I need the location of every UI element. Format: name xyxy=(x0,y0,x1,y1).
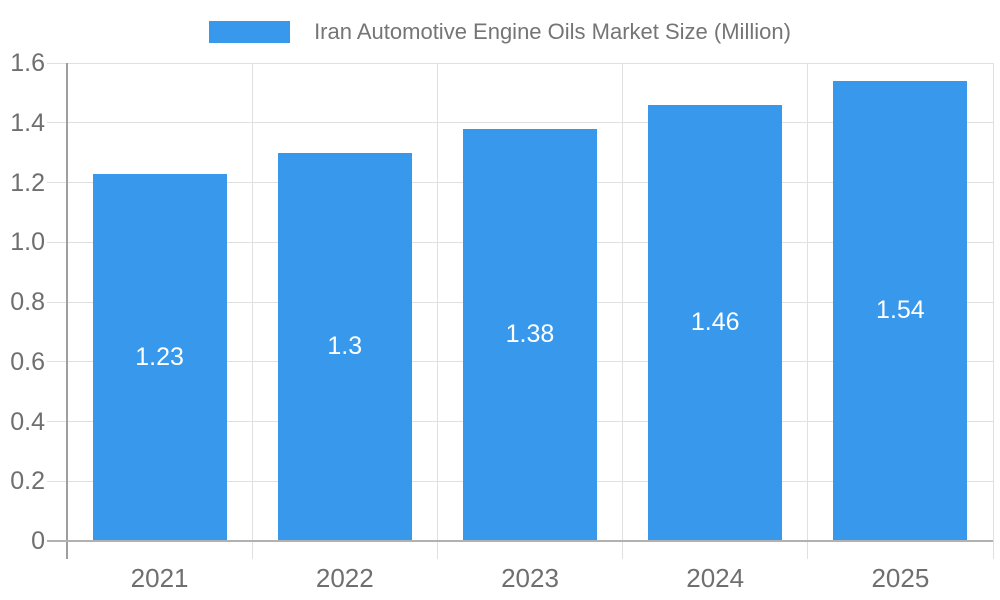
bar-2024[interactable]: 1.46 xyxy=(648,104,783,541)
y-tick-label: 0.2 xyxy=(10,467,45,496)
y-tick-label: 0.6 xyxy=(10,347,45,376)
v-gridline xyxy=(807,63,809,559)
bar-value-label: 1.3 xyxy=(327,332,363,361)
y-tick-label: 0 xyxy=(31,527,45,555)
x-tick-label: 2023 xyxy=(501,563,559,593)
bar-value-label: 1.38 xyxy=(505,320,555,349)
x-tick-label: 2024 xyxy=(686,563,745,593)
y-tick-label: 1.6 xyxy=(10,49,45,77)
v-gridline xyxy=(622,63,624,559)
legend-label: Iran Automotive Engine Oils Market Size … xyxy=(314,19,791,44)
x-tick-label: 2022 xyxy=(315,563,374,593)
bar-value-label: 1.46 xyxy=(690,308,740,337)
v-gridline xyxy=(251,63,253,559)
y-tick-label: 0.8 xyxy=(10,288,45,316)
h-gridline xyxy=(47,62,993,64)
v-gridline xyxy=(992,63,994,559)
bar-value-label: 1.23 xyxy=(135,342,184,371)
y-tick-label: 1.0 xyxy=(10,228,45,257)
bar-2025[interactable]: 1.54 xyxy=(833,80,968,541)
legend[interactable]: Iran Automotive Engine Oils Market Size … xyxy=(0,19,1000,45)
y-tick-label: 1.2 xyxy=(10,168,45,197)
v-gridline xyxy=(436,63,438,559)
bar-2023[interactable]: 1.38 xyxy=(463,128,597,541)
x-tick-label: 2025 xyxy=(871,563,930,593)
bar-value-label: 1.54 xyxy=(876,296,925,325)
y-axis-line xyxy=(66,63,68,559)
bar-2021[interactable]: 1.23 xyxy=(92,173,227,541)
bar-2022[interactable]: 1.3 xyxy=(277,152,412,541)
x-axis-line xyxy=(47,540,993,542)
y-tick-label: 0.4 xyxy=(10,407,45,436)
legend-swatch-icon xyxy=(209,21,291,43)
y-tick-label: 1.4 xyxy=(10,108,45,137)
x-tick-label: 2021 xyxy=(130,563,189,593)
h-gridline xyxy=(47,122,993,124)
